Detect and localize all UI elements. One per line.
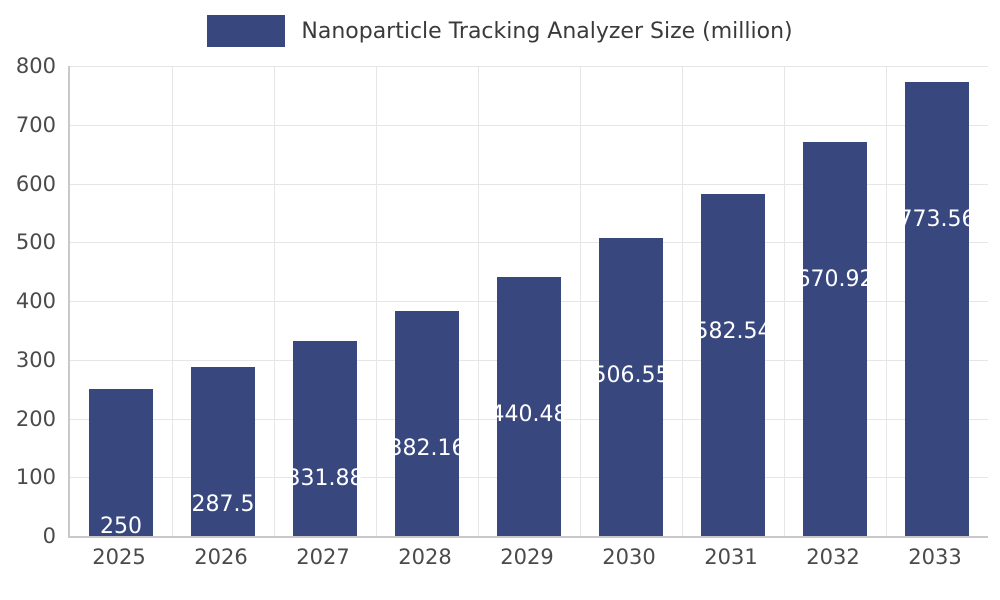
y-axis: 0 100 200 300 400 500 600 700 800	[0, 54, 56, 548]
x-tick-label: 2033	[908, 545, 962, 569]
bar-group: 250	[70, 66, 172, 540]
bar[interactable]	[599, 238, 663, 536]
bar[interactable]	[497, 277, 561, 536]
chart-legend: Nanoparticle Tracking Analyzer Size (mil…	[0, 10, 1000, 52]
y-tick-label: 0	[42, 524, 56, 548]
x-tick-label: 2030	[602, 545, 656, 569]
bar-group: 440.48	[478, 66, 580, 536]
y-tick-label: 300	[15, 347, 56, 372]
x-tick-label: 2026	[194, 545, 248, 569]
bar-group: 506.55	[580, 66, 682, 536]
y-tick-label: 100	[15, 465, 56, 490]
bar-value-label: 773.56	[898, 206, 976, 232]
bar-group: 287.5	[172, 66, 274, 536]
x-tick-label: 2028	[398, 545, 452, 569]
gridline-horizontal	[70, 124, 988, 126]
bar[interactable]	[89, 389, 153, 536]
bar-group: 773.56	[886, 66, 988, 536]
legend-swatch-series-1	[207, 15, 286, 47]
bar[interactable]	[395, 311, 459, 536]
bar[interactable]	[905, 81, 969, 536]
bar-group: 582.54	[682, 66, 784, 536]
y-tick-label: 700	[15, 112, 56, 137]
bar-value-label: 506.55	[592, 363, 670, 389]
legend-label-series-1: Nanoparticle Tracking Analyzer Size (mil…	[301, 18, 793, 44]
bar-group: 331.88	[274, 66, 376, 536]
y-tick-label: 800	[15, 54, 56, 78]
bar[interactable]	[191, 367, 255, 536]
x-tick-label: 2029	[500, 545, 554, 569]
bar-value-label: 670.92	[796, 266, 874, 292]
bar-value-label: 287.5	[191, 492, 255, 518]
bar-value-label: 382.16	[388, 436, 466, 462]
gridline-horizontal	[70, 183, 988, 185]
gridline-vertical	[886, 66, 887, 536]
bar-series-1: 250 287.5 331.88 382.16 440.48 506.55 582.54 67…	[70, 66, 988, 540]
gridline-vertical	[682, 66, 683, 536]
gridline-vertical	[580, 66, 581, 536]
bar[interactable]	[293, 341, 357, 536]
gridline-horizontal	[70, 242, 988, 244]
x-tick-label: 2032	[806, 545, 860, 569]
gridline-horizontal	[70, 66, 988, 67]
gridline-vertical	[376, 66, 377, 536]
bar-group: 670.92	[784, 66, 886, 536]
y-tick-label: 500	[15, 230, 56, 255]
x-tick-label: 2025	[92, 545, 146, 569]
y-tick-label: 200	[15, 406, 56, 431]
bar[interactable]	[803, 141, 867, 536]
y-tick-label: 400	[15, 289, 56, 313]
x-axis: 2025 2026 2027 2028 2029 2030 2031 2032 2033	[68, 545, 988, 585]
bar-value-label: 250	[100, 514, 142, 540]
x-tick-label: 2027	[296, 545, 350, 569]
bar-value-label: 440.48	[490, 402, 568, 428]
gridline-vertical	[274, 66, 275, 536]
bar[interactable]	[701, 193, 765, 536]
gridline-vertical	[172, 66, 173, 536]
gridline-vertical	[784, 66, 785, 536]
y-tick-label: 600	[15, 171, 56, 196]
gridline-vertical	[478, 66, 479, 536]
x-tick-label: 2031	[704, 545, 758, 569]
plot-area: 250 287.5 331.88 382.16 440.48 506.55 582.54 67…	[68, 66, 988, 540]
bar-value-label: 582.54	[694, 318, 772, 344]
bar-group: 382.16	[376, 66, 478, 536]
bar-value-label: 331.88	[286, 466, 364, 492]
